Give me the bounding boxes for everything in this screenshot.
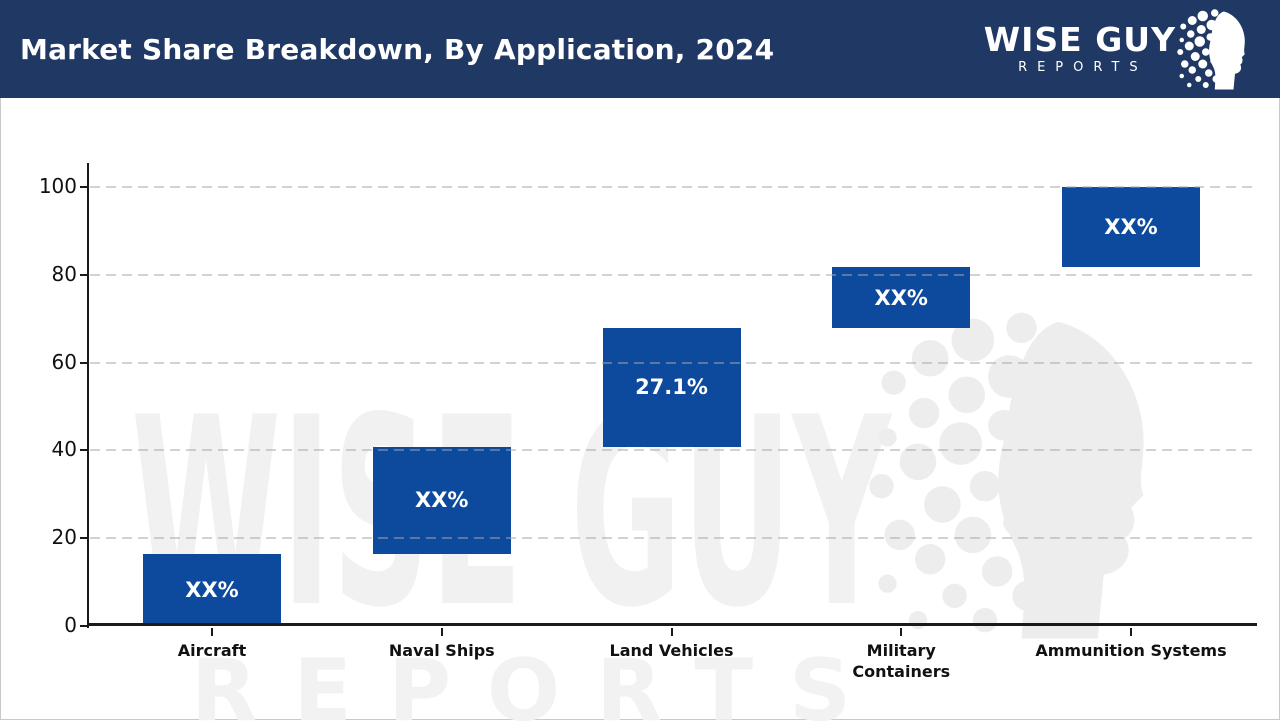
- x-category-label: Naval Ships: [388, 641, 495, 660]
- y-axis-spine: [87, 163, 89, 628]
- bar-value-label: XX%: [415, 488, 469, 513]
- gridline: [90, 361, 1254, 364]
- y-tick-mark: [80, 537, 88, 540]
- bar-value-label: XX%: [874, 285, 928, 310]
- x-axis-spine: [87, 623, 1257, 626]
- bar: XX%: [143, 554, 281, 626]
- y-tick-mark: [80, 361, 88, 364]
- logo-wordmark: WISE GUY: [983, 20, 1176, 59]
- x-category-label: Ammunition Systems: [1035, 641, 1227, 660]
- bar-value-label: 27.1%: [635, 375, 708, 400]
- gridline: [90, 186, 1254, 188]
- y-tick-label: 20: [51, 525, 77, 550]
- bar: 27.1%: [602, 327, 741, 447]
- y-tick-mark: [80, 273, 88, 276]
- watermark-subtitle: REPORTS: [191, 641, 851, 728]
- x-tick-mark: [1130, 628, 1132, 636]
- gridline: [90, 449, 1254, 452]
- chart-title: Market Share Breakdown, By Application, …: [20, 32, 775, 66]
- x-tick-mark: [670, 628, 673, 636]
- bar-value-label: XX%: [185, 577, 239, 602]
- bar-value-label: XX%: [1104, 215, 1158, 240]
- y-tick-mark: [80, 625, 88, 627]
- bar: XX%: [372, 446, 511, 554]
- gridline: [90, 273, 1254, 276]
- y-tick-mark: [80, 449, 88, 452]
- waterfall-chart: WISE GUY REPORTS 0 20 40 60 80 100 XX% Aircraft…: [1, 98, 1279, 728]
- wise-guy-logo: WISE GUY REPORTS: [984, 4, 1256, 94]
- x-tick-mark: [900, 628, 903, 636]
- y-tick-label: 40: [51, 437, 77, 462]
- x-tick-mark: [440, 628, 443, 636]
- report-header: Market Share Breakdown, By Application, …: [0, 0, 1280, 98]
- logo-subtitle: REPORTS: [1018, 60, 1148, 75]
- bar: XX%: [832, 267, 971, 328]
- y-tick-label: 100: [38, 174, 77, 198]
- x-tick-mark: [211, 628, 213, 636]
- y-tick-mark: [80, 186, 88, 188]
- x-category-label: Land Vehicles: [609, 641, 734, 660]
- logo-text: WISE GUY REPORTS: [983, 20, 1176, 76]
- bar: XX%: [1062, 187, 1200, 268]
- x-category-label: Military Containers: [852, 641, 951, 681]
- x-category-label: Aircraft: [177, 641, 247, 660]
- y-tick-label: 0: [64, 613, 77, 637]
- y-tick-label: 80: [51, 261, 77, 286]
- y-tick-label: 60: [51, 349, 77, 374]
- gridline: [90, 537, 1254, 540]
- dotted-head-logo-icon: [1177, 9, 1245, 90]
